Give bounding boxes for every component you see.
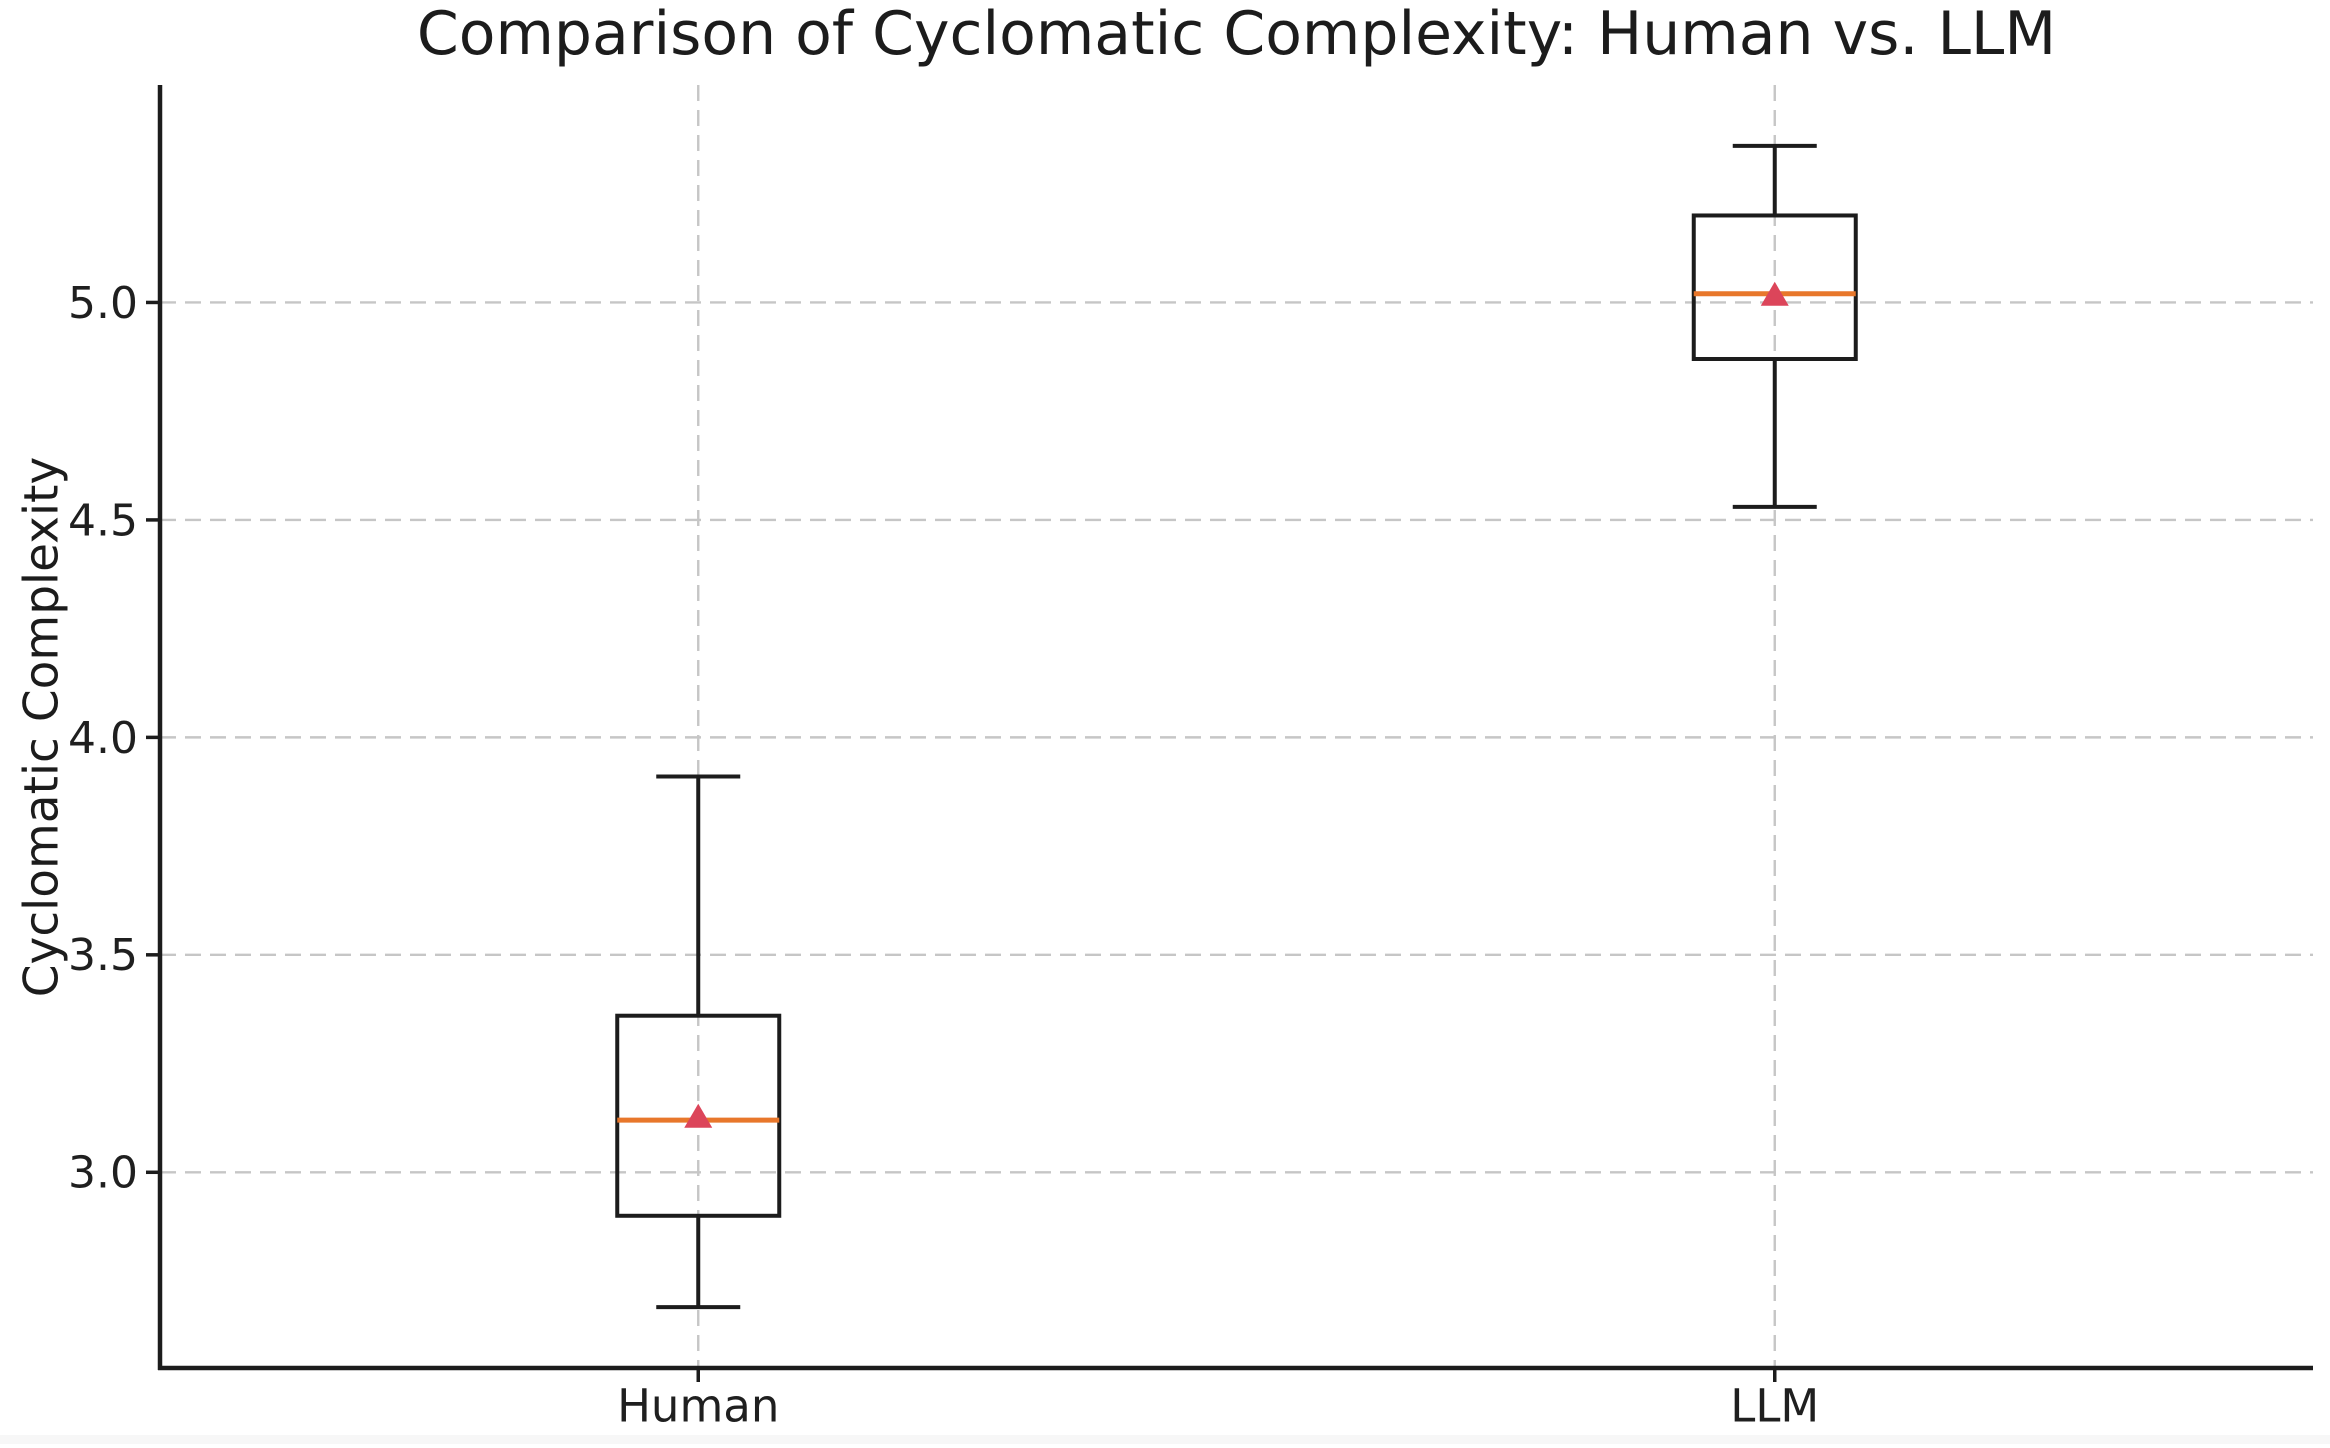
bottom-window-strip bbox=[0, 1435, 2330, 1444]
box-llm bbox=[1691, 213, 1858, 361]
mean-marker-llm bbox=[1760, 281, 1789, 306]
x-tick-label: LLM bbox=[1730, 1380, 1819, 1433]
y-tick-label: 4.0 bbox=[68, 713, 138, 764]
y-tick-label: 3.5 bbox=[68, 930, 138, 981]
box-human bbox=[615, 1013, 782, 1218]
x-tick-label: Human bbox=[617, 1380, 779, 1433]
y-tick-label: 4.5 bbox=[68, 495, 138, 546]
y-tick-label: 3.0 bbox=[68, 1148, 138, 1199]
mean-marker-human bbox=[684, 1103, 713, 1128]
y-axis-label: Cyclomatic Complexity bbox=[14, 456, 70, 998]
chart-title: Comparison of Cyclomatic Complexity: Hum… bbox=[416, 0, 2057, 69]
y-tick-label: 5.0 bbox=[68, 278, 138, 329]
